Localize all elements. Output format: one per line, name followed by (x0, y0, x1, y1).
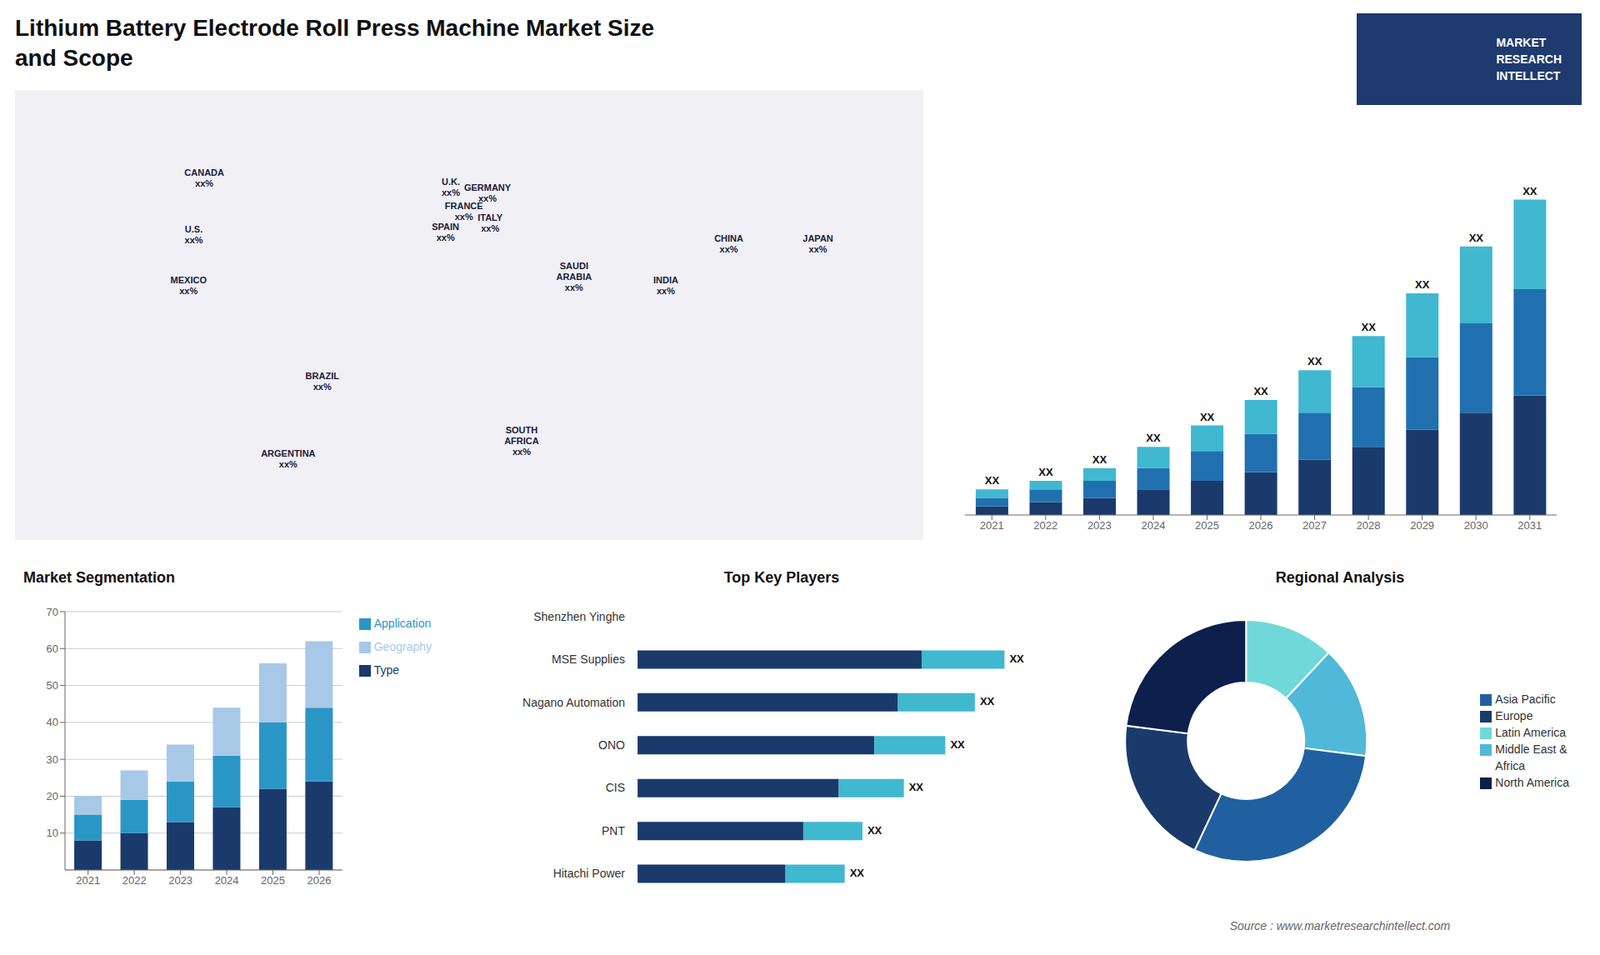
svg-text:XX: XX (1145, 431, 1161, 445)
svg-text:SPAINxx%: SPAINxx% (431, 221, 460, 243)
svg-text:XX: XX (980, 695, 995, 708)
html-text:Top Key Players: Top Key Players (723, 569, 840, 586)
svg-text:60: 60 (46, 642, 59, 655)
svg-text:2025: 2025 (1195, 519, 1220, 532)
svg-text:XX: XX (1469, 231, 1485, 245)
svg-text:MEXICOxx%: MEXICOxx% (170, 275, 208, 296)
svg-text:SOUTHAFRICAxx%: SOUTHAFRICAxx% (504, 425, 540, 457)
html-text:Middle East & Africa: Middle East & Africa (1495, 742, 1568, 773)
svg-text:Hitachi Power: Hitachi Power (553, 866, 626, 880)
svg-text:2028: 2028 (1356, 519, 1381, 532)
svg-text:30: 30 (46, 753, 59, 766)
html-text:Application: Application (373, 616, 431, 630)
svg-text:2021: 2021 (980, 519, 1005, 532)
svg-text:XX: XX (1307, 355, 1323, 368)
html-text:North America: North America (1495, 775, 1570, 790)
html-text:Europe: Europe (1495, 709, 1533, 723)
svg-text:2022: 2022 (1033, 519, 1058, 532)
svg-text:XX: XX (1253, 385, 1269, 398)
svg-text:2025: 2025 (260, 874, 285, 887)
svg-text:2022: 2022 (122, 874, 147, 887)
svg-text:XX: XX (909, 780, 925, 794)
svg-text:2030: 2030 (1464, 519, 1489, 532)
html-text:Regional Analysis: Regional Analysis (1275, 569, 1405, 586)
svg-text:ITALYxx%: ITALYxx% (477, 212, 504, 234)
svg-text:XX: XX (1522, 185, 1538, 198)
svg-text:2024: 2024 (1140, 519, 1165, 532)
html-text:and Scope: and Scope (15, 45, 133, 71)
svg-text:SAUDIARABIAxx%: SAUDIARABIAxx% (555, 260, 592, 293)
svg-text:2021: 2021 (75, 874, 100, 887)
svg-text:2029: 2029 (1410, 519, 1435, 532)
svg-text:2026: 2026 (307, 874, 332, 887)
svg-text:PNT: PNT (601, 824, 625, 838)
svg-text:2023: 2023 (168, 874, 193, 887)
svg-text:XX: XX (985, 474, 1000, 487)
svg-text:XX: XX (1092, 453, 1108, 466)
svg-text:2023: 2023 (1087, 519, 1112, 532)
html-text:Lithium Battery Electrode Roll: Lithium Battery Electrode Roll Press Mac… (15, 15, 655, 41)
svg-text:BRAZILxx%: BRAZILxx% (305, 370, 340, 392)
svg-text:JAPANxx%: JAPANxx% (802, 233, 834, 255)
svg-text:CHINAxx%: CHINAxx% (714, 233, 744, 255)
svg-text:INDIAxx%: INDIAxx% (653, 275, 679, 296)
svg-text:Shenzhen Yinghe: Shenzhen Yinghe (533, 610, 625, 624)
svg-text:50: 50 (46, 679, 59, 692)
html-text:FRANCE: FRANCE (444, 200, 483, 211)
svg-text:10: 10 (46, 826, 59, 840)
svg-text:MSE Supplies: MSE Supplies (551, 652, 625, 666)
html-text:MARKET: MARKET (1496, 35, 1547, 50)
html-text:Latin America: Latin America (1495, 725, 1566, 740)
svg-text:XX: XX (1038, 465, 1054, 479)
svg-text:20: 20 (46, 790, 59, 803)
svg-text:Nagano Automation: Nagano Automation (522, 695, 625, 710)
svg-text:CIS: CIS (605, 780, 625, 795)
html-text:RESEARCH: RESEARCH (1496, 52, 1562, 66)
html-text:Type: Type (373, 663, 400, 677)
html-text:xx%: xx% (454, 211, 474, 222)
svg-text:ONO: ONO (598, 738, 625, 752)
svg-text:GERMANYxx%: GERMANYxx% (464, 182, 512, 204)
svg-text:U.S.xx%: U.S.xx% (185, 224, 204, 245)
svg-text:XX: XX (1009, 652, 1025, 665)
svg-text:XX: XX (1200, 410, 1215, 424)
svg-text:2027: 2027 (1302, 519, 1327, 532)
svg-text:U.K.xx%: U.K.xx% (441, 176, 460, 198)
svg-text:2026: 2026 (1249, 519, 1274, 532)
svg-text:XX: XX (867, 824, 883, 837)
svg-text:CANADAxx%: CANADAxx% (184, 167, 225, 189)
svg-text:XX: XX (1361, 320, 1377, 334)
svg-text:2024: 2024 (215, 874, 240, 887)
html-text:Source : www.marketresearchint: Source : www.marketresearchintellect.com (1229, 919, 1451, 933)
html-text:Market Segmentation: Market Segmentation (23, 569, 175, 586)
html-text:Asia Pacific: Asia Pacific (1495, 692, 1556, 706)
svg-text:2031: 2031 (1517, 519, 1542, 532)
svg-text:XX: XX (950, 738, 965, 751)
svg-text:XX: XX (850, 866, 865, 880)
svg-text:40: 40 (46, 715, 59, 729)
svg-text:ARGENTINAxx%: ARGENTINAxx% (260, 448, 315, 470)
svg-text:XX: XX (1415, 278, 1430, 291)
html-text:INTELLECT: INTELLECT (1496, 69, 1561, 83)
svg-text:70: 70 (46, 605, 59, 619)
html-text:Geography: Geography (373, 640, 432, 654)
